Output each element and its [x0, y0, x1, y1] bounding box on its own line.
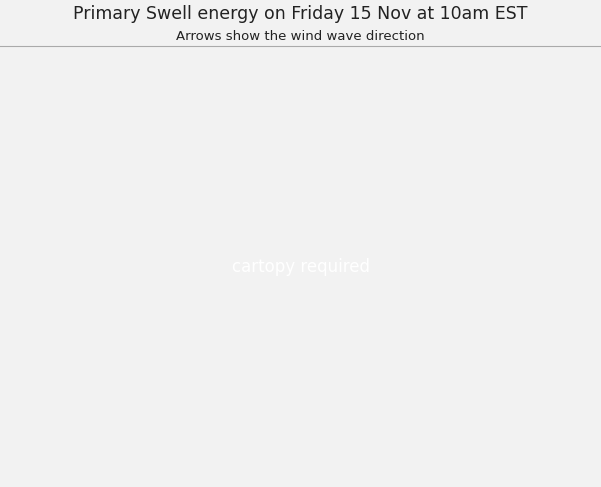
Text: Primary Swell energy on Friday 15 Nov at 10am EST: Primary Swell energy on Friday 15 Nov at… — [73, 5, 528, 23]
Text: cartopy required: cartopy required — [231, 258, 370, 276]
Text: Arrows show the wind wave direction: Arrows show the wind wave direction — [176, 30, 425, 42]
